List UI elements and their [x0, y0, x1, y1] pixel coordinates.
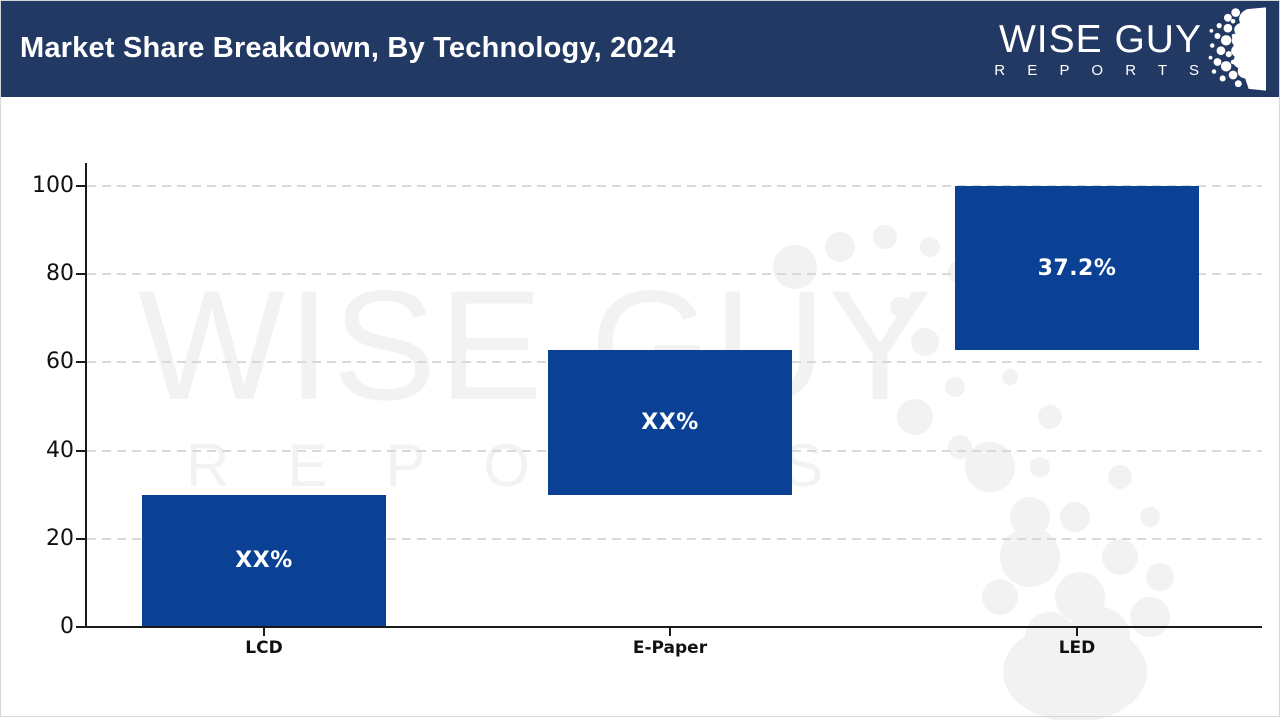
y-tick-label-100: 100 — [32, 173, 74, 198]
x-axis-label-1: E-Paper — [632, 638, 708, 658]
x-axis-line — [85, 626, 1262, 628]
x-tick-0 — [263, 628, 265, 636]
y-tick-label-60: 60 — [46, 349, 74, 375]
gridline-80 — [87, 273, 1262, 276]
bar-value-label: XX% — [641, 409, 699, 435]
x-tick-2 — [1076, 628, 1078, 636]
gridline-100 — [87, 185, 1262, 187]
y-tick-40 — [76, 449, 85, 452]
gridline-20 — [87, 537, 1262, 540]
bar-lcd: XX% — [142, 494, 386, 627]
bar-value-label: 37.2% — [1037, 255, 1117, 281]
y-tick-label-0: 0 — [60, 614, 74, 639]
header-band: Market Share Breakdown, By Technology, 2… — [0, 0, 1280, 97]
brand-name-text: WISE GUY — [998, 17, 1202, 61]
y-tick-label-20: 20 — [46, 525, 74, 551]
y-tick-label-40: 40 — [46, 437, 74, 463]
y-axis-line — [85, 163, 87, 628]
y-tick-label-80: 80 — [46, 261, 74, 287]
bar-value-label: XX% — [235, 548, 293, 574]
x-tick-1 — [669, 628, 671, 636]
y-tick-0 — [76, 626, 85, 628]
y-tick-100 — [76, 185, 85, 187]
y-tick-20 — [76, 537, 85, 540]
x-axis-label-0: LCD — [245, 638, 283, 658]
watermark-wordmark: WISE GUY — [138, 259, 935, 433]
brand-dot-face-icon — [1208, 6, 1266, 91]
y-tick-60 — [76, 361, 85, 364]
brand-wordmark: WISE GUY R E P O R T S — [994, 20, 1202, 78]
brand-reports-text: R E P O R T S — [994, 61, 1208, 79]
bar-e-paper: XX% — [548, 350, 792, 495]
chart-title: Market Share Breakdown, By Technology, 2… — [20, 32, 676, 64]
x-axis-label-2: LED — [1058, 638, 1096, 658]
brand-logo: WISE GUY R E P O R T S — [994, 6, 1266, 91]
y-tick-80 — [76, 273, 85, 276]
bar-led: 37.2% — [955, 186, 1199, 351]
